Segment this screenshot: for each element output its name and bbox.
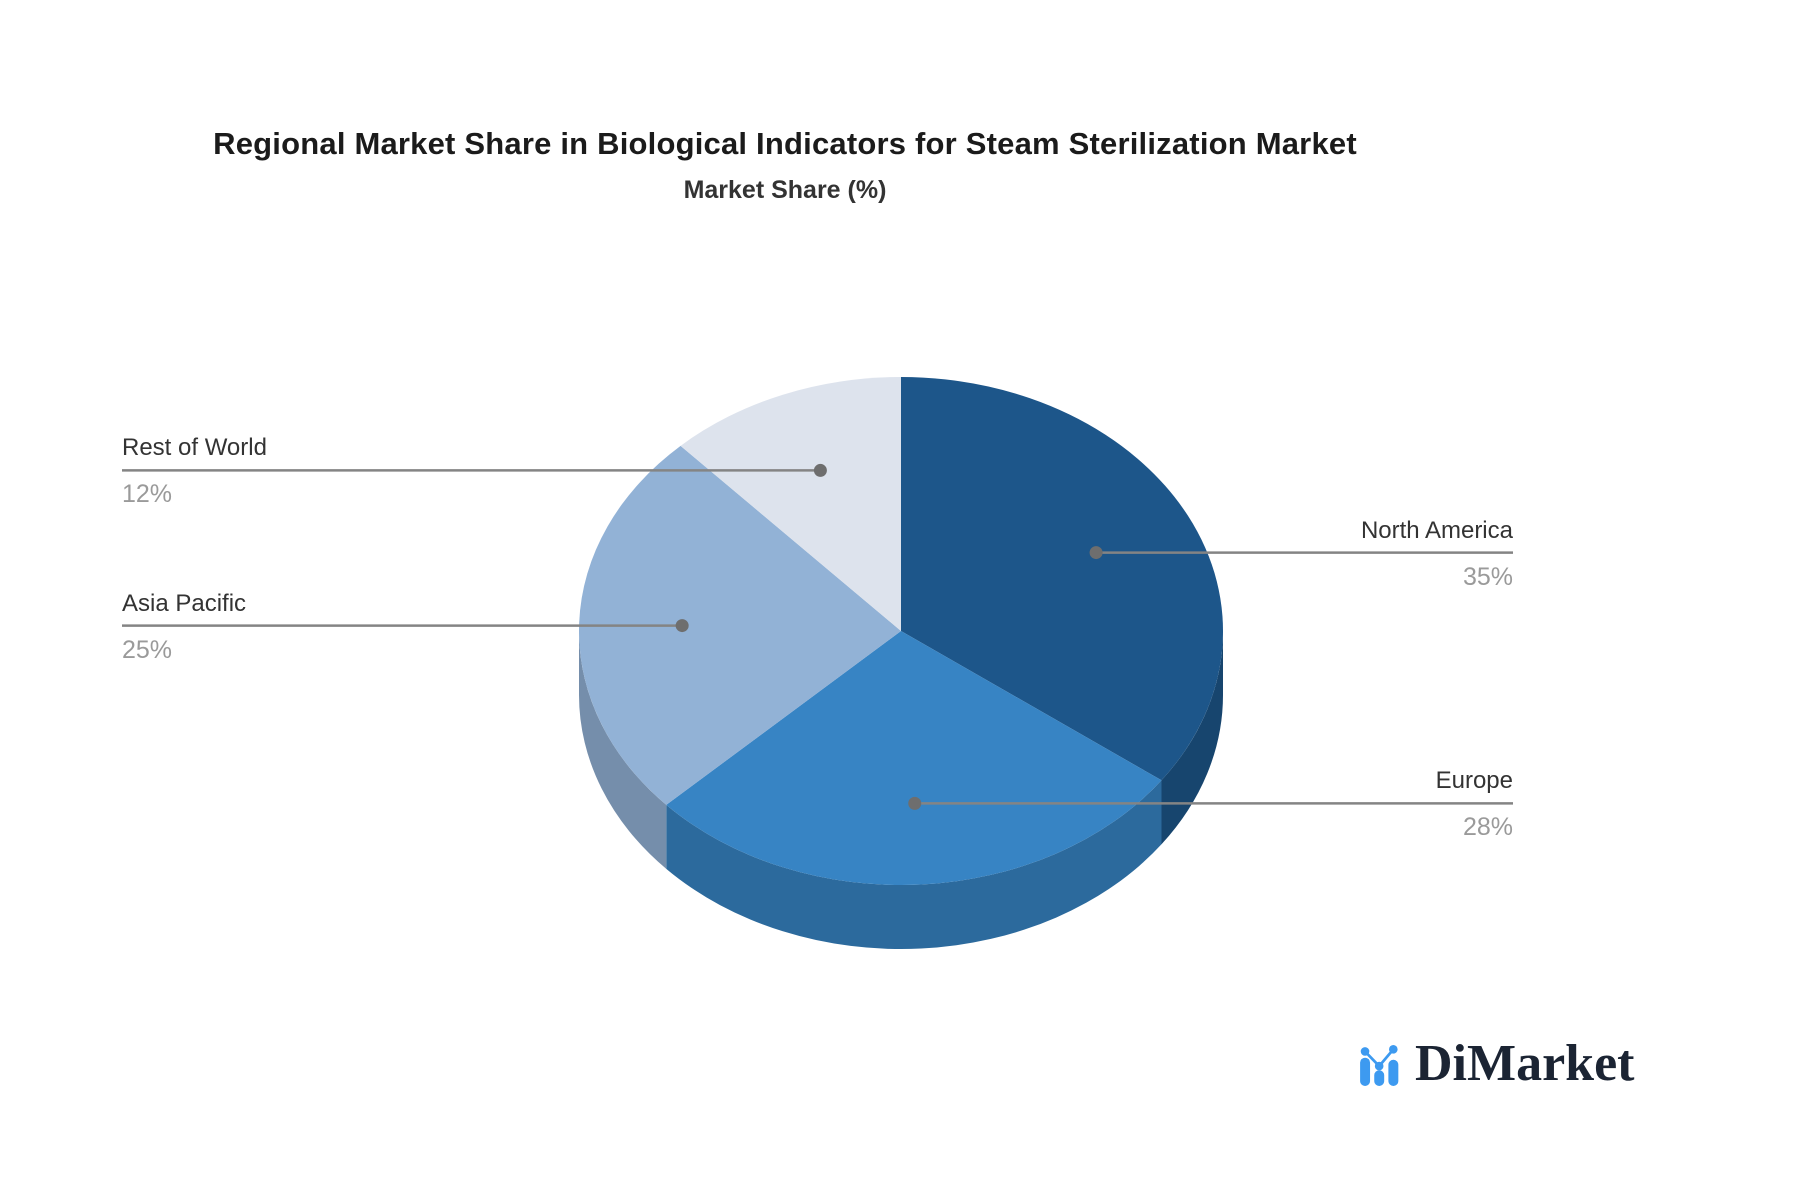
bar-line-chart-icon bbox=[1360, 1045, 1399, 1086]
pie-slice-side-north-america bbox=[1161, 631, 1223, 845]
leader-dot-north-america bbox=[1089, 546, 1103, 560]
logo-text: DiMarket bbox=[1415, 1035, 1635, 1092]
pie-slice-asia-pacific[interactable] bbox=[579, 445, 901, 805]
pie-slice-rest-of-world[interactable] bbox=[680, 377, 901, 631]
chart-subtitle: Market Share (%) bbox=[683, 176, 887, 204]
leader-dot-asia-pacific bbox=[675, 619, 689, 633]
pie-slice-side-asia-pacific bbox=[579, 631, 667, 869]
pie-slice-europe[interactable] bbox=[666, 631, 1162, 885]
dimarket-logo: DiMarket bbox=[1360, 1038, 1634, 1090]
pie-slice-side-europe bbox=[666, 780, 1162, 949]
leader-dot-rest-of-world bbox=[813, 463, 827, 477]
chart-title: Regional Market Share in Biological Indi… bbox=[213, 126, 1357, 161]
leader-dot-europe bbox=[908, 796, 922, 810]
pie-slice-north-america[interactable] bbox=[901, 377, 1223, 781]
